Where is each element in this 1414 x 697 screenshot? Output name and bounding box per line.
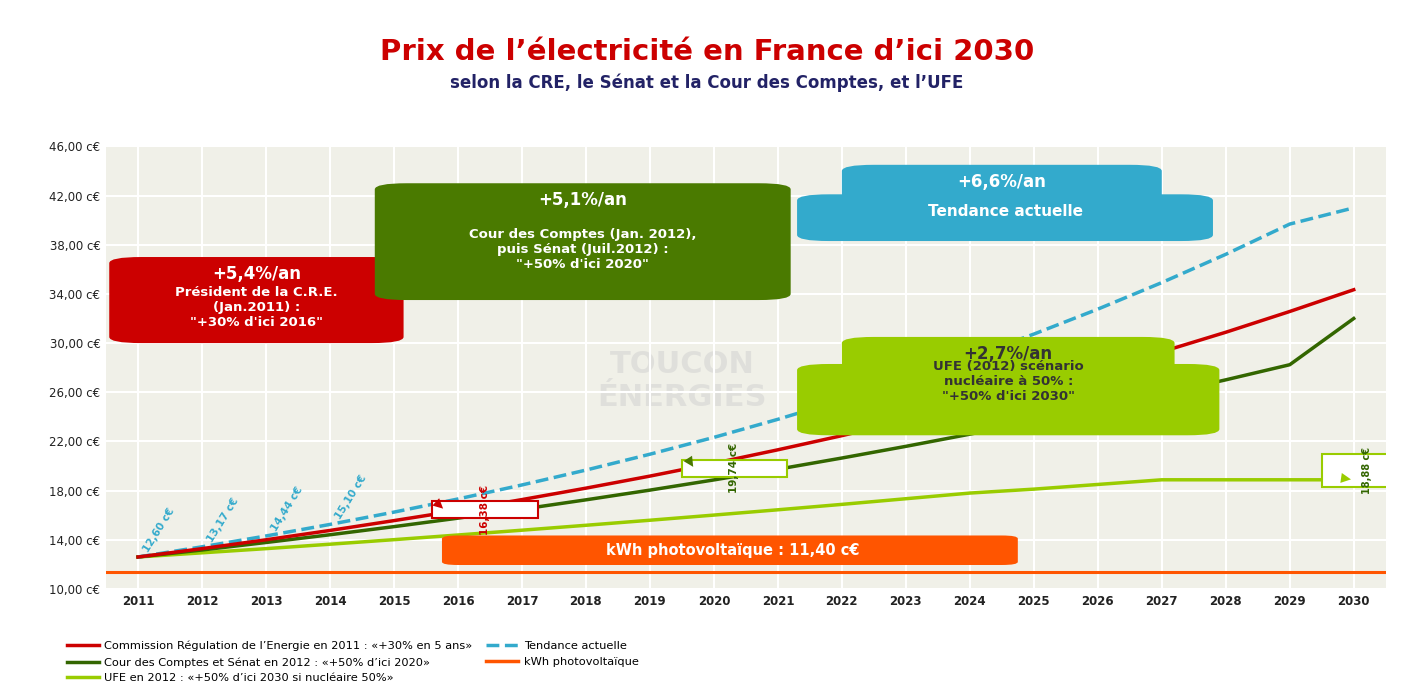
Text: kWh photovoltaïque : 11,40 c€: kWh photovoltaïque : 11,40 c€ xyxy=(607,543,860,558)
Text: +5,1%/an: +5,1%/an xyxy=(539,192,628,210)
Text: 15,10 c€: 15,10 c€ xyxy=(334,473,368,521)
Text: 19,74 c€: 19,74 c€ xyxy=(730,443,740,493)
Text: Tendance actuelle: Tendance actuelle xyxy=(928,204,1083,219)
Text: TOUCON
ÉNERGIES: TOUCON ÉNERGIES xyxy=(597,350,766,412)
Text: 16,38 c€: 16,38 c€ xyxy=(479,484,489,535)
FancyBboxPatch shape xyxy=(433,501,537,518)
Legend: Commission Régulation de l’Energie en 2011 : «+30% en 5 ans», Cour des Comptes e: Commission Régulation de l’Energie en 20… xyxy=(62,636,643,688)
Text: selon la CRE, le Sénat et la Cour des Comptes, et l’UFE: selon la CRE, le Sénat et la Cour des Co… xyxy=(450,73,964,92)
Text: 13,17 c€: 13,17 c€ xyxy=(205,496,240,544)
Text: +6,6%/an: +6,6%/an xyxy=(957,173,1046,191)
FancyBboxPatch shape xyxy=(375,183,790,300)
FancyBboxPatch shape xyxy=(109,257,403,343)
FancyBboxPatch shape xyxy=(797,194,1213,241)
Text: 18,88 c€: 18,88 c€ xyxy=(1362,447,1372,494)
Text: Président de la C.R.E.
(Jan.2011) :
"+30% d'ici 2016": Président de la C.R.E. (Jan.2011) : "+30… xyxy=(175,286,338,329)
FancyBboxPatch shape xyxy=(841,164,1162,208)
Text: Cour des Comptes (Jan. 2012),
puis Sénat (Juil.2012) :
"+50% d'ici 2020": Cour des Comptes (Jan. 2012), puis Sénat… xyxy=(469,227,697,270)
FancyBboxPatch shape xyxy=(797,364,1219,436)
Text: +5,4%/an: +5,4%/an xyxy=(212,266,301,283)
Text: 14,44 c€: 14,44 c€ xyxy=(269,485,304,533)
Text: Prix de l’électricité en France d’ici 2030: Prix de l’électricité en France d’ici 20… xyxy=(380,38,1034,66)
FancyBboxPatch shape xyxy=(1322,454,1411,487)
FancyBboxPatch shape xyxy=(682,460,788,477)
Text: UFE (2012) scénario
nucléaire à 50% :
"+50% d'ici 2030": UFE (2012) scénario nucléaire à 50% : "+… xyxy=(933,360,1083,403)
Text: +2,7%/an: +2,7%/an xyxy=(964,345,1053,363)
FancyBboxPatch shape xyxy=(841,337,1175,380)
Text: 12,60 c€: 12,60 c€ xyxy=(141,506,177,554)
FancyBboxPatch shape xyxy=(443,535,1018,565)
